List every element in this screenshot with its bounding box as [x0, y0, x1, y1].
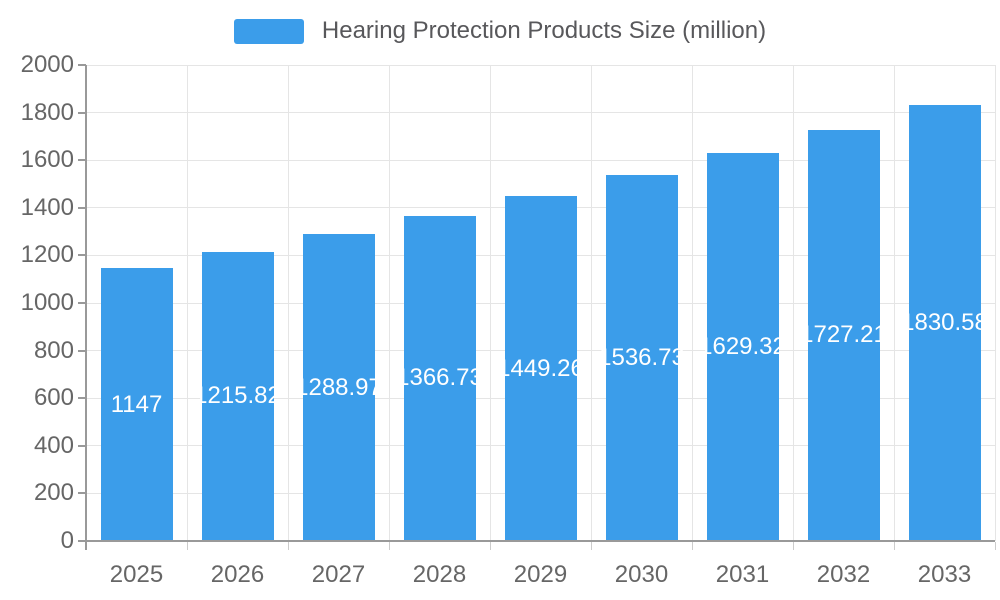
bar-value-label: 1536.73: [598, 344, 685, 372]
x-axis-label: 2028: [412, 561, 467, 588]
x-gridline: [994, 65, 996, 541]
y-axis-label: 1800: [20, 98, 74, 126]
y-axis-label: 1600: [20, 146, 74, 174]
bar-2025[interactable]: [100, 268, 173, 541]
x-axis-tick: [186, 542, 188, 550]
x-axis-label: 2029: [513, 561, 568, 588]
bar-value-label: 1629.32: [699, 333, 786, 361]
y-axis-label: 2000: [20, 51, 74, 78]
x-axis-label: 2033: [917, 561, 972, 588]
x-axis-label: 2031: [715, 561, 770, 588]
x-axis-label: 2027: [311, 561, 366, 588]
bar-2031[interactable]: [706, 153, 779, 541]
bar-2026[interactable]: [201, 251, 274, 541]
y-axis-label: 800: [33, 336, 74, 364]
bar-value-label: 1449.26: [497, 354, 584, 382]
y-axis-label: 1000: [20, 289, 74, 316]
x-gridline: [388, 65, 390, 541]
y-axis-label: 1400: [20, 193, 74, 221]
y-axis-tick: [78, 302, 86, 304]
bar-value-label: 1215.82: [194, 382, 281, 410]
y-axis-tick: [78, 397, 86, 400]
x-axis-tick: [691, 542, 693, 550]
y-axis-tick: [78, 206, 86, 209]
y-gridline: [86, 112, 995, 114]
y-axis-tick: [78, 111, 86, 114]
legend-marker-swatch: [233, 18, 304, 44]
y-axis-tick: [78, 349, 86, 352]
legend-label: Hearing Protection Products Size (millio…: [321, 17, 767, 44]
x-gridline: [792, 65, 794, 541]
x-axis-tick: [287, 542, 289, 550]
bar-value-label: 1147: [110, 390, 163, 418]
x-gridline: [186, 65, 188, 541]
y-axis-line: [85, 65, 87, 550]
y-axis-tick: [78, 444, 86, 447]
bar-value-label: 1727.21: [800, 321, 887, 349]
y-axis-tick: [78, 540, 86, 542]
x-axis-label: 2030: [614, 561, 669, 588]
x-axis-label: 2026: [210, 561, 265, 588]
bar-2028[interactable]: [403, 215, 476, 541]
x-axis-tick: [994, 542, 996, 550]
bar-2032[interactable]: [807, 129, 880, 541]
bar-value-label: 1288.97: [295, 373, 382, 401]
bar-value-label: 1830.58: [901, 309, 988, 337]
y-axis-tick: [78, 254, 86, 257]
bar-2029[interactable]: [504, 196, 577, 541]
legend-item[interactable]: Hearing Protection Products Size (millio…: [0, 17, 1000, 45]
bar-value-label: 1366.73: [396, 364, 483, 392]
x-gridline: [287, 65, 289, 541]
x-gridline: [893, 65, 895, 541]
bar-2027[interactable]: [302, 234, 375, 541]
bar-2030[interactable]: [605, 175, 678, 541]
y-axis-tick: [78, 159, 86, 162]
y-axis-label: 200: [33, 479, 74, 507]
x-gridline: [590, 65, 592, 541]
y-axis-tick: [78, 492, 86, 495]
x-axis-label: 2025: [109, 561, 164, 588]
y-gridline: [86, 64, 995, 66]
x-axis-tick: [893, 542, 895, 550]
x-axis-label: 2032: [816, 561, 871, 588]
x-axis-tick: [792, 542, 794, 550]
x-axis-tick: [489, 542, 491, 550]
bar-2033[interactable]: [908, 105, 981, 541]
x-gridline: [489, 65, 491, 541]
x-axis-tick: [590, 542, 592, 550]
y-axis-tick: [78, 64, 86, 66]
y-axis-label: 0: [60, 527, 74, 554]
x-gridline: [691, 65, 693, 541]
x-axis-line: [86, 540, 995, 542]
y-axis-label: 1200: [20, 241, 74, 269]
y-axis-label: 400: [33, 431, 74, 459]
y-gridline: [86, 159, 995, 161]
y-axis-label: 600: [33, 384, 74, 412]
x-axis-tick: [388, 542, 390, 550]
